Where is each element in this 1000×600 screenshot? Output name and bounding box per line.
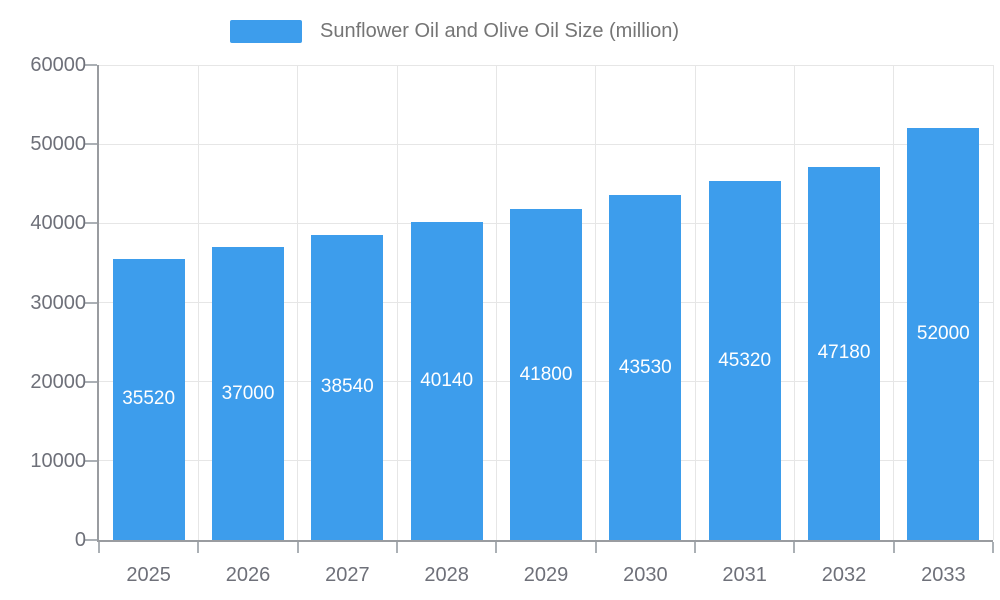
bar[interactable]: 38540 xyxy=(311,234,384,540)
x-tick-label: 2030 xyxy=(623,564,668,586)
x-tick-label: 2027 xyxy=(325,564,370,586)
bar-value-label: 37000 xyxy=(221,382,275,404)
y-tick-label: 20000 xyxy=(30,370,86,393)
bar[interactable]: 47180 xyxy=(808,166,880,540)
y-tick-label: 60000 xyxy=(30,54,86,76)
bar-value-label: 43530 xyxy=(618,356,672,378)
x-axis-line xyxy=(97,540,993,542)
v-gridline xyxy=(694,65,696,540)
y-tick-label: 50000 xyxy=(30,133,86,156)
y-tick xyxy=(85,222,97,225)
x-tick-label: 2032 xyxy=(821,564,867,586)
x-tick xyxy=(197,542,200,553)
bar[interactable]: 45320 xyxy=(708,181,781,540)
bar[interactable]: 35520 xyxy=(112,258,185,540)
v-gridline xyxy=(197,65,199,540)
bar[interactable]: 43530 xyxy=(609,195,682,540)
x-tick xyxy=(495,542,498,553)
x-tick xyxy=(892,542,895,553)
y-tick xyxy=(85,64,97,66)
h-gridline xyxy=(99,143,993,145)
legend-label[interactable]: Sunflower Oil and Olive Oil Size (millio… xyxy=(320,20,680,42)
bar-value-label: 52000 xyxy=(916,323,970,345)
v-gridline xyxy=(893,65,895,540)
bar-value-label: 47180 xyxy=(817,342,871,364)
x-tick xyxy=(694,542,696,553)
v-gridline xyxy=(992,65,994,540)
v-gridline xyxy=(793,65,795,540)
bar[interactable]: 37000 xyxy=(212,247,284,540)
x-tick-label: 2025 xyxy=(126,564,171,586)
bar-value-label: 45320 xyxy=(718,349,772,371)
x-tick-label: 2028 xyxy=(424,564,469,586)
x-tick xyxy=(396,542,398,553)
x-tick xyxy=(594,542,597,553)
v-gridline xyxy=(396,65,398,540)
bar-value-label: 35520 xyxy=(122,388,176,410)
y-tick-label: 10000 xyxy=(30,449,86,472)
x-tick xyxy=(98,542,100,553)
v-gridline xyxy=(297,65,299,540)
x-tick-label: 2029 xyxy=(523,564,569,586)
y-tick xyxy=(85,459,97,462)
bar[interactable]: 41800 xyxy=(510,209,582,540)
legend-swatch[interactable] xyxy=(230,20,302,43)
y-tick-label: 0 xyxy=(74,529,86,551)
bar[interactable]: 40140 xyxy=(410,222,483,540)
v-gridline xyxy=(595,65,597,540)
bar-value-label: 38540 xyxy=(320,376,374,398)
x-tick xyxy=(296,542,299,553)
v-gridline xyxy=(495,65,497,540)
legend[interactable]: Sunflower Oil and Olive Oil Size (millio… xyxy=(230,20,679,43)
x-tick xyxy=(793,542,796,553)
x-tick-label: 2031 xyxy=(722,564,767,586)
y-tick-label: 30000 xyxy=(30,291,86,314)
y-tick xyxy=(85,539,97,541)
y-tick xyxy=(85,143,97,146)
bar-value-label: 40140 xyxy=(420,370,474,392)
x-tick xyxy=(992,542,994,553)
h-gridline xyxy=(99,64,993,66)
plot-area: 35520 37000 38540 40140 41800 43530 45320 47180… xyxy=(85,64,994,553)
bar[interactable]: 52000 xyxy=(907,128,980,540)
y-axis-line xyxy=(97,65,99,542)
y-tick xyxy=(85,301,97,304)
y-tick-label: 40000 xyxy=(30,212,86,235)
bar-value-label: 41800 xyxy=(519,363,573,385)
x-tick-label: 2033 xyxy=(921,564,966,586)
y-tick xyxy=(85,380,97,383)
x-tick-label: 2026 xyxy=(225,564,271,586)
